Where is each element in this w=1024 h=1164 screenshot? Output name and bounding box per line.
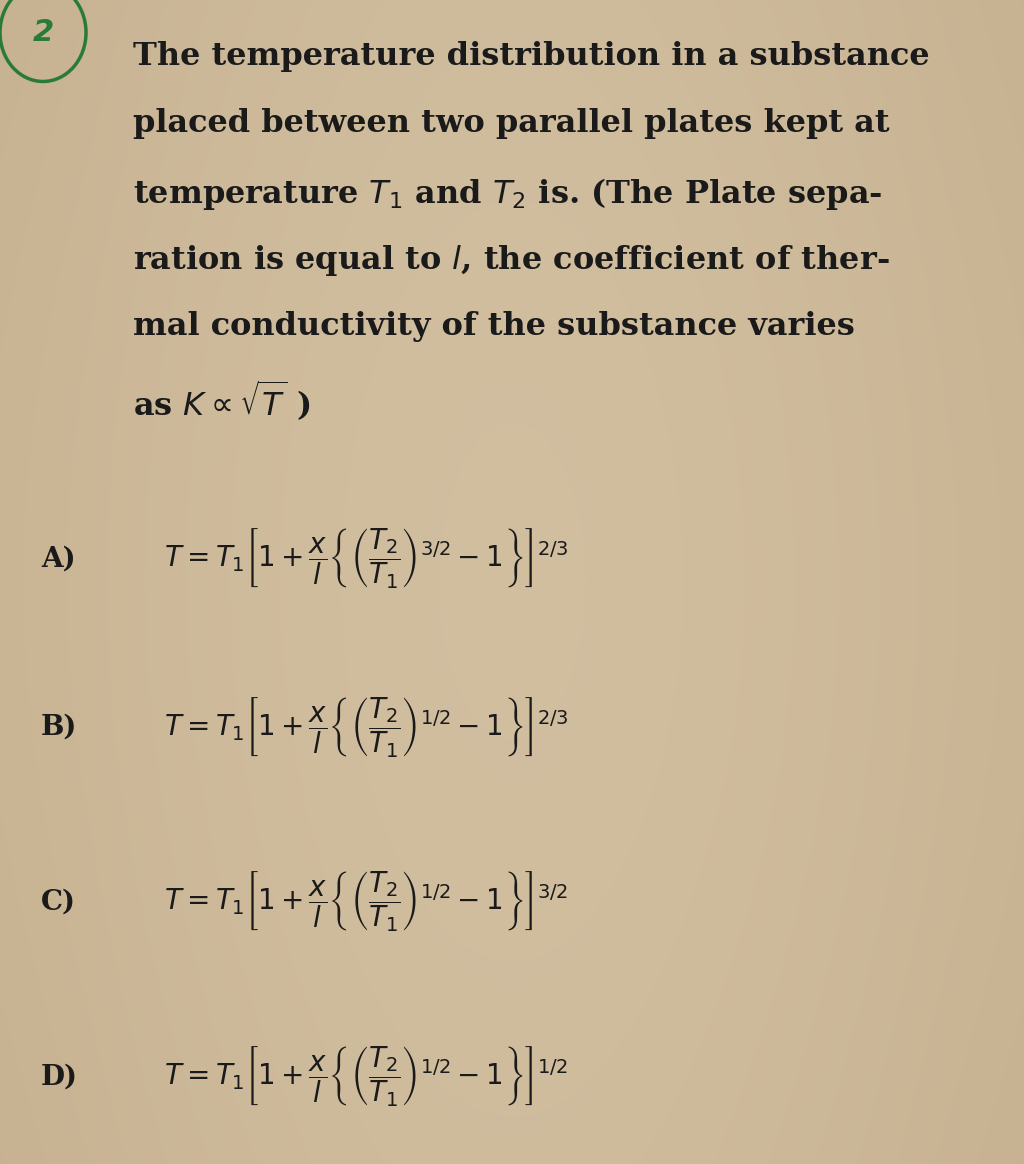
Text: placed between two parallel plates kept at: placed between two parallel plates kept …: [133, 108, 890, 140]
Text: temperature $T_1$ and $T_2$ is. (The Plate sepa-: temperature $T_1$ and $T_2$ is. (The Pla…: [133, 176, 883, 212]
Text: ration is equal to $l$, the coefficient of ther-: ration is equal to $l$, the coefficient …: [133, 243, 890, 278]
Text: $T = T_1\left[1+\dfrac{x}{l}\left\{\left(\dfrac{T_2}{T_1}\right)^{1/2}-1\right\}: $T = T_1\left[1+\dfrac{x}{l}\left\{\left…: [164, 1044, 567, 1109]
Text: D): D): [41, 1063, 78, 1091]
Text: 2: 2: [33, 19, 53, 47]
Text: mal conductivity of the substance varies: mal conductivity of the substance varies: [133, 311, 855, 342]
Text: as $K \propto \sqrt{T}$ ): as $K \propto \sqrt{T}$ ): [133, 378, 310, 424]
Text: C): C): [41, 888, 76, 916]
Text: $T = T_1\left[1+\dfrac{x}{l}\left\{\left(\dfrac{T_2}{T_1}\right)^{3/2}-1\right\}: $T = T_1\left[1+\dfrac{x}{l}\left\{\left…: [164, 526, 568, 591]
Text: A): A): [41, 545, 76, 573]
Text: B): B): [41, 714, 78, 741]
Text: $T = T_1\left[1+\dfrac{x}{l}\left\{\left(\dfrac{T_2}{T_1}\right)^{1/2}-1\right\}: $T = T_1\left[1+\dfrac{x}{l}\left\{\left…: [164, 870, 567, 935]
Text: $T = T_1\left[1+\dfrac{x}{l}\left\{\left(\dfrac{T_2}{T_1}\right)^{1/2}-1\right\}: $T = T_1\left[1+\dfrac{x}{l}\left\{\left…: [164, 695, 568, 760]
Text: The temperature distribution in a substance: The temperature distribution in a substa…: [133, 41, 930, 72]
